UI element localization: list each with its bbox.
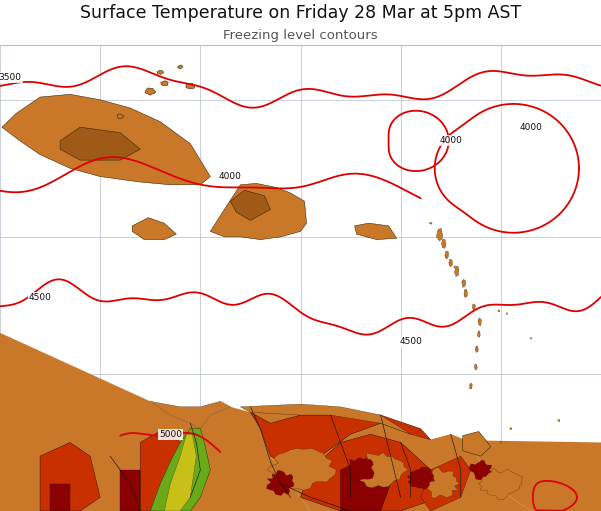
Text: 4000: 4000 <box>219 172 242 181</box>
Polygon shape <box>445 251 449 259</box>
Polygon shape <box>510 428 512 430</box>
Polygon shape <box>469 383 472 389</box>
Polygon shape <box>341 456 391 511</box>
Polygon shape <box>474 364 477 370</box>
Polygon shape <box>423 468 460 498</box>
Polygon shape <box>251 412 431 470</box>
Polygon shape <box>120 470 140 511</box>
Polygon shape <box>150 401 230 429</box>
Polygon shape <box>0 333 311 511</box>
Polygon shape <box>478 318 481 326</box>
Polygon shape <box>177 65 183 68</box>
Text: 4000: 4000 <box>439 136 462 146</box>
Polygon shape <box>40 443 100 511</box>
Polygon shape <box>140 429 191 511</box>
Polygon shape <box>300 434 441 511</box>
Polygon shape <box>145 88 156 95</box>
Text: 5000: 5000 <box>159 430 182 439</box>
Polygon shape <box>160 81 168 86</box>
Polygon shape <box>50 483 70 511</box>
Polygon shape <box>164 434 197 511</box>
Text: Freezing level contours: Freezing level contours <box>223 30 378 42</box>
Polygon shape <box>472 304 475 310</box>
Polygon shape <box>210 183 307 240</box>
Polygon shape <box>407 467 435 490</box>
Text: 4500: 4500 <box>399 337 422 345</box>
Polygon shape <box>429 222 432 224</box>
Polygon shape <box>240 407 531 511</box>
Polygon shape <box>498 310 500 312</box>
Polygon shape <box>353 452 408 488</box>
Polygon shape <box>267 448 336 490</box>
Polygon shape <box>506 313 508 315</box>
Polygon shape <box>454 266 459 276</box>
Polygon shape <box>558 420 560 422</box>
Polygon shape <box>230 190 270 220</box>
Text: 4000: 4000 <box>519 123 542 132</box>
Polygon shape <box>60 127 140 160</box>
Polygon shape <box>2 95 210 185</box>
Polygon shape <box>346 458 374 482</box>
Polygon shape <box>240 404 410 434</box>
Text: 4500: 4500 <box>29 293 52 301</box>
Polygon shape <box>475 346 478 353</box>
Polygon shape <box>132 218 176 240</box>
Polygon shape <box>464 289 468 297</box>
Polygon shape <box>500 442 502 444</box>
Polygon shape <box>186 83 195 88</box>
Text: 3500: 3500 <box>0 74 22 82</box>
Polygon shape <box>355 223 397 240</box>
Polygon shape <box>463 431 491 456</box>
Polygon shape <box>477 331 480 337</box>
Polygon shape <box>421 456 471 511</box>
Polygon shape <box>436 228 443 241</box>
Polygon shape <box>266 471 294 496</box>
Polygon shape <box>469 460 492 480</box>
Polygon shape <box>478 468 522 500</box>
Polygon shape <box>462 280 466 288</box>
Polygon shape <box>442 239 446 248</box>
Polygon shape <box>117 114 124 119</box>
Polygon shape <box>431 434 601 511</box>
Polygon shape <box>449 259 453 267</box>
Text: Surface Temperature on Friday 28 Mar at 5pm AST: Surface Temperature on Friday 28 Mar at … <box>80 4 521 21</box>
Polygon shape <box>530 337 532 339</box>
Polygon shape <box>150 429 210 511</box>
Polygon shape <box>157 71 163 75</box>
Polygon shape <box>454 266 456 268</box>
